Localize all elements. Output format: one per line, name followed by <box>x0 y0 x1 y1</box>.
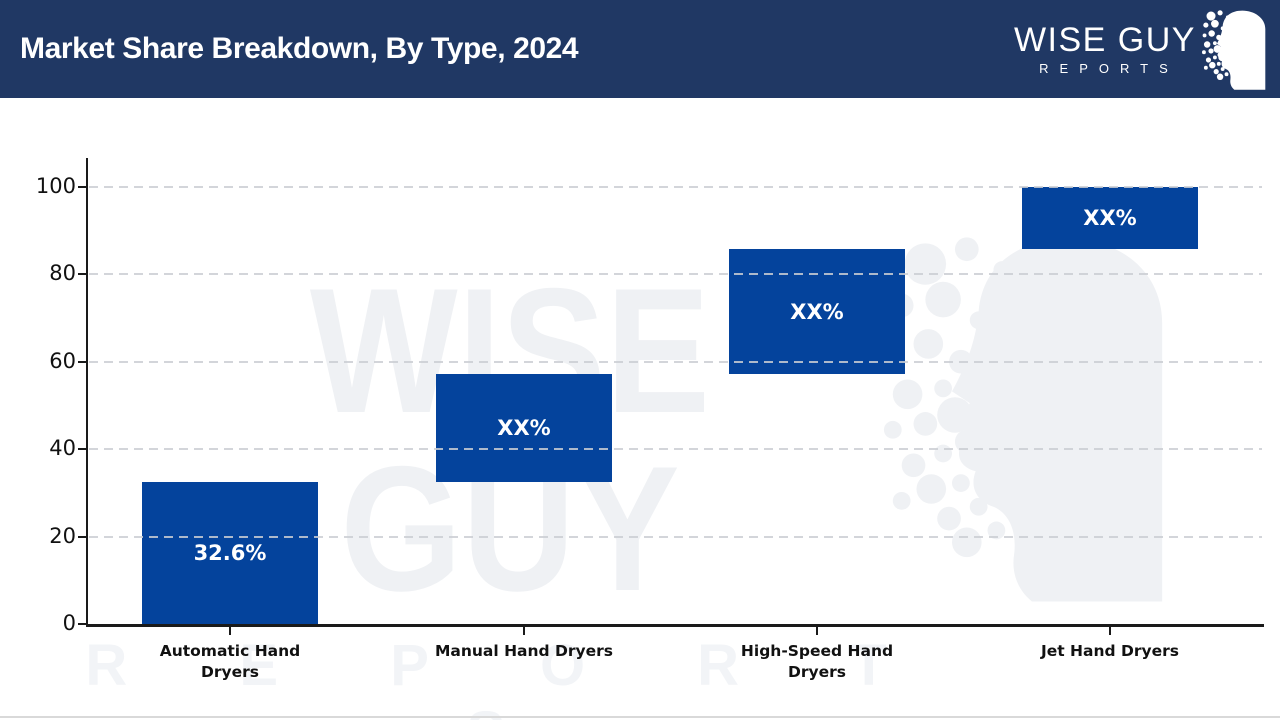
bar: 32.6% <box>142 481 318 624</box>
gridline <box>89 273 1262 276</box>
bar-value-label: XX% <box>497 415 551 440</box>
y-tick-mark <box>78 535 87 538</box>
x-axis-line <box>86 624 1264 627</box>
x-tick-label: High-Speed Hand Dryers <box>740 642 894 681</box>
y-tick-label: 80 <box>49 261 76 286</box>
y-tick-mark <box>78 623 87 625</box>
x-tick-mark <box>816 627 818 635</box>
brand-name-label: WISE GUY <box>1013 20 1196 59</box>
y-tick-label: 100 <box>35 174 76 198</box>
x-tick-label: Automatic Hand Dryers <box>159 642 301 681</box>
gridline <box>89 535 1262 538</box>
bar: XX% <box>436 374 612 482</box>
gridline <box>89 186 1262 188</box>
bar: XX% <box>729 249 905 375</box>
bar-value-label: XX% <box>1083 206 1137 231</box>
bar: XX% <box>1022 187 1198 250</box>
bar-value-label: 32.6% <box>193 540 267 565</box>
y-tick-label: 20 <box>49 523 76 548</box>
gridline <box>89 448 1262 451</box>
bar-value-label: XX% <box>790 299 844 324</box>
brand-head-icon <box>1200 7 1266 91</box>
x-tick-mark <box>1109 627 1111 635</box>
y-tick-label: 40 <box>49 436 76 461</box>
footer-divider <box>0 716 1280 718</box>
x-tick-label: Manual Hand Dryers <box>434 642 614 660</box>
y-tick-label: 0 <box>62 611 76 635</box>
y-tick-label: 60 <box>49 348 76 373</box>
y-tick-mark <box>78 448 87 451</box>
y-axis-line <box>86 158 88 626</box>
y-tick-mark <box>78 273 87 276</box>
header-bar: Market Share Breakdown, By Type, 2024 WI… <box>0 0 1280 98</box>
x-tick-mark <box>229 627 231 635</box>
x-tick-label: Jet Hand Dryers <box>1040 642 1180 660</box>
x-tick-mark <box>523 627 525 635</box>
y-tick-mark <box>78 186 87 188</box>
brand-subname-label: REPORTS <box>1039 60 1179 76</box>
gridline <box>89 360 1262 363</box>
brand-logo: WISE GUY REPORTS <box>1014 0 1266 98</box>
page-title: Market Share Breakdown, By Type, 2024 <box>20 32 579 65</box>
brand-logo-text: WISE GUY REPORTS <box>1014 23 1196 76</box>
y-tick-mark <box>78 360 87 363</box>
